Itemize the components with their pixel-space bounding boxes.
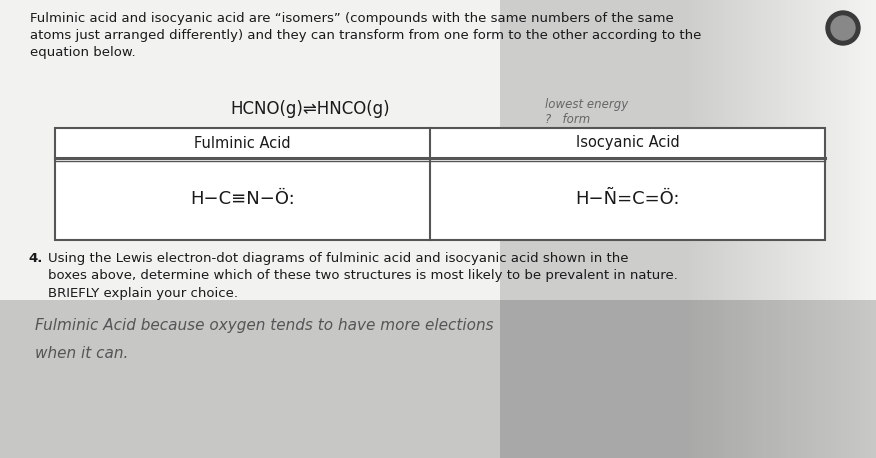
Text: ?   form: ? form (545, 113, 590, 126)
Text: HCNO(g)⇌HNCO(g): HCNO(g)⇌HNCO(g) (230, 100, 390, 118)
Text: Fulminic acid and isocyanic acid are “isomers” (compounds with the same numbers : Fulminic acid and isocyanic acid are “is… (30, 12, 702, 59)
Text: Fulminic Acid: Fulminic Acid (194, 136, 291, 151)
Text: when it can.: when it can. (35, 346, 129, 361)
Circle shape (831, 16, 855, 40)
Text: H−Ñ=C=Ö:: H−Ñ=C=Ö: (576, 190, 680, 208)
Bar (55, 128, 825, 240)
Text: H−C≡N−Ö:: H−C≡N−Ö: (190, 190, 295, 208)
Text: lowest energy: lowest energy (545, 98, 628, 111)
Bar (55, 128, 825, 240)
Text: Using the Lewis electron-dot diagrams of fulminic acid and isocyanic acid shown : Using the Lewis electron-dot diagrams of… (48, 252, 678, 300)
Text: 4.: 4. (28, 252, 42, 265)
Circle shape (826, 11, 860, 45)
Text: Fulminic Acid because oxygen tends to have more elections: Fulminic Acid because oxygen tends to ha… (35, 318, 493, 333)
Text: Isocyanic Acid: Isocyanic Acid (576, 136, 680, 151)
